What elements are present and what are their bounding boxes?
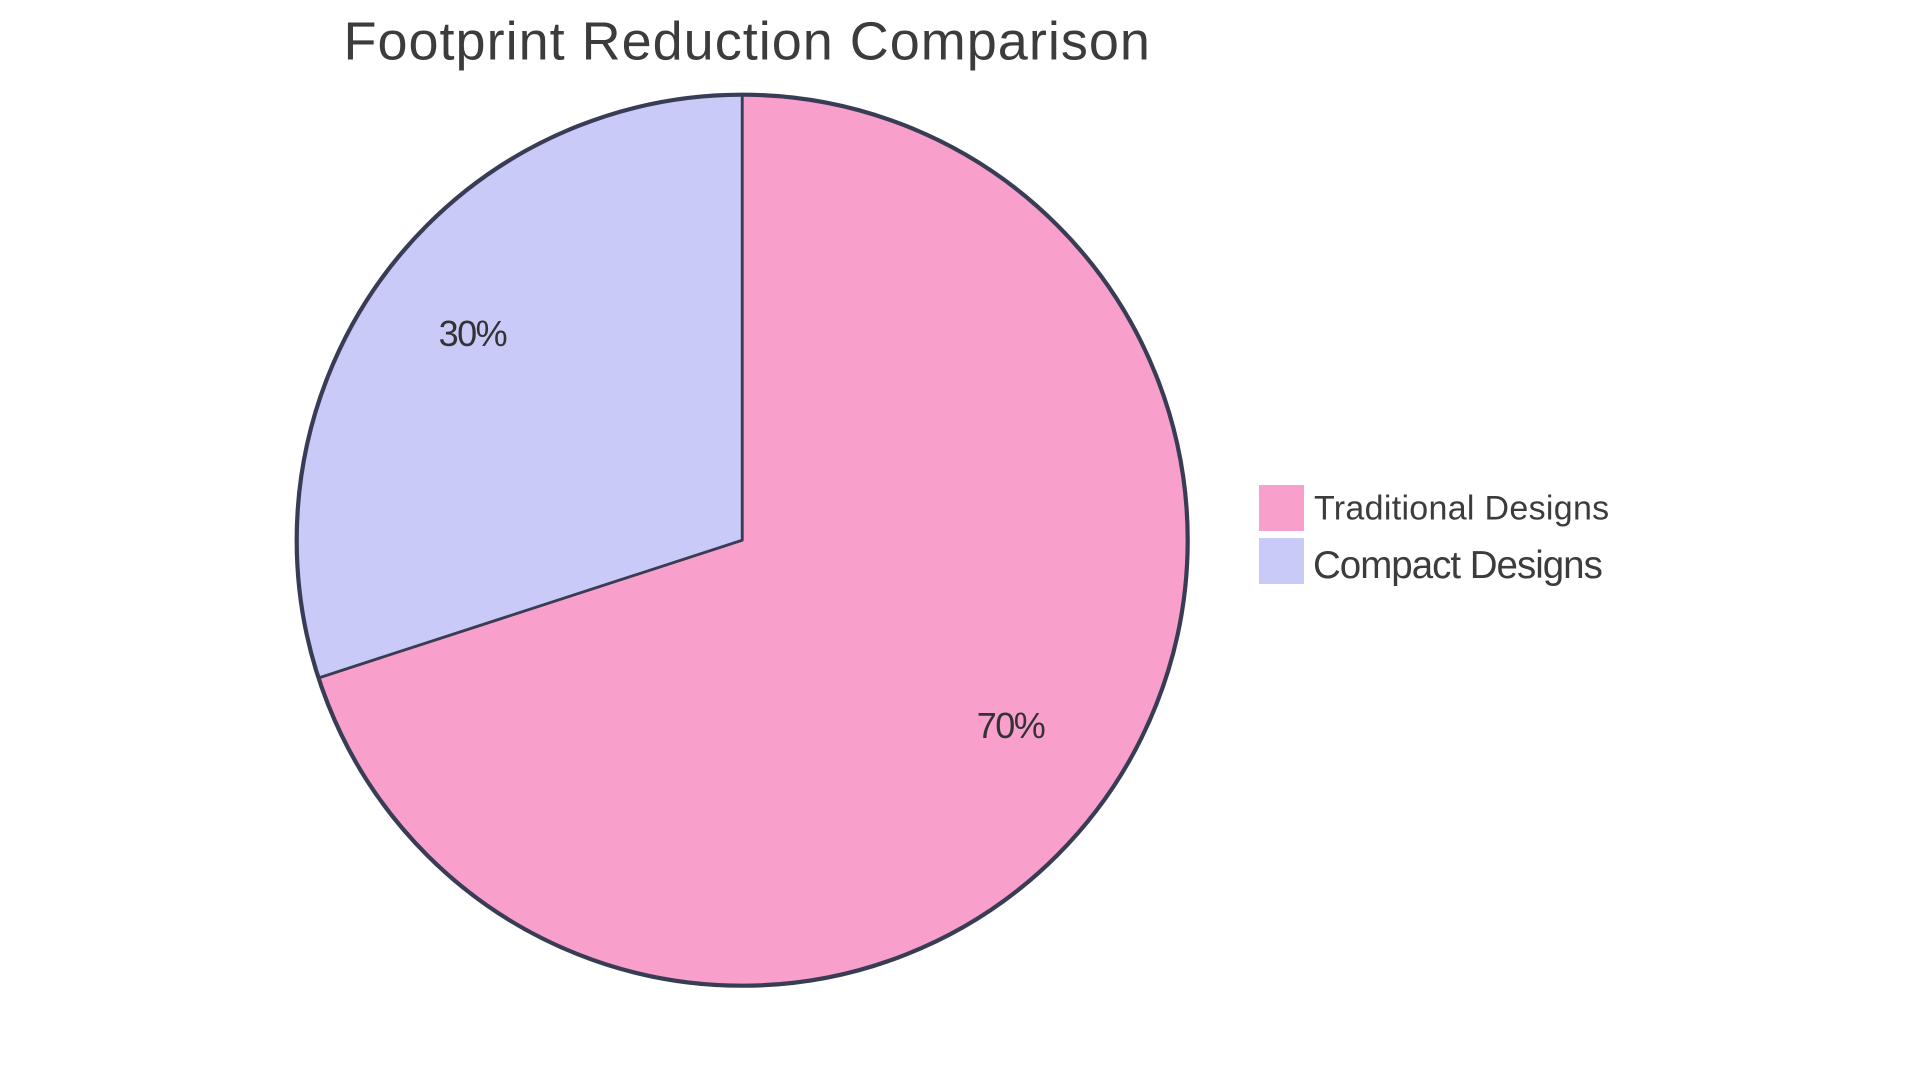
svg-text:Compact Designs: Compact Designs bbox=[1313, 544, 1602, 587]
svg-text:Footprint Reduction Comparison: Footprint Reduction Comparison bbox=[344, 12, 1151, 72]
svg-text:30%: 30% bbox=[439, 313, 507, 354]
svg-text:Traditional Designs: Traditional Designs bbox=[1314, 490, 1609, 528]
svg-text:70%: 70% bbox=[977, 705, 1045, 746]
